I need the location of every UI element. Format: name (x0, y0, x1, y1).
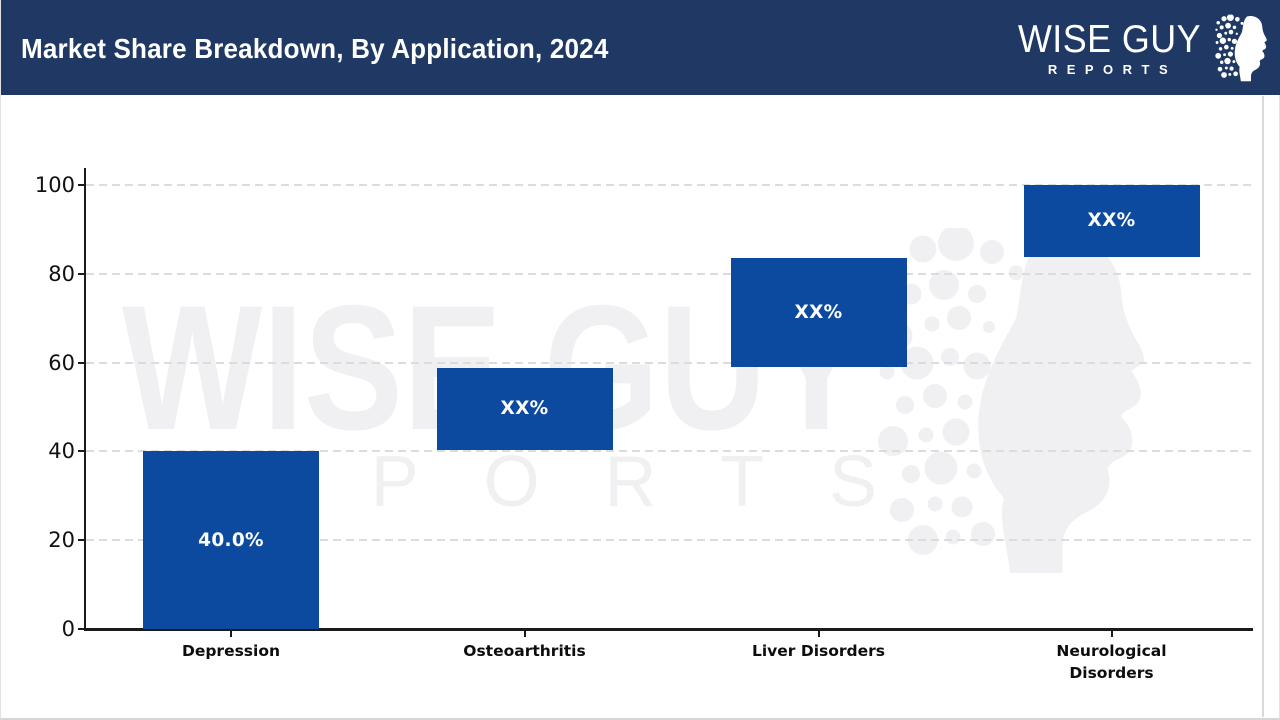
y-tick-60 (78, 361, 85, 364)
x-category-label-liver-disorders: Liver Disorders (751, 642, 886, 660)
gridline-40 (86, 450, 1253, 453)
gridline-60 (86, 361, 1253, 364)
x-tick-osteoarthritis (523, 629, 526, 637)
bar-neurological-disorders: XX% (1023, 185, 1200, 257)
logo-subtitle: REPORTS (1047, 61, 1178, 77)
y-tick-label-0: 0 (61, 617, 75, 641)
y-tick-0 (78, 628, 85, 630)
x-tick-liver-disorders (817, 629, 820, 637)
bar-value-label-osteoarthritis: XX% (500, 398, 549, 420)
y-axis-line (84, 168, 86, 631)
plot-right-border (1262, 96, 1264, 717)
logo-face-icon (1213, 9, 1271, 87)
gridline-100 (86, 184, 1253, 186)
y-tick-label-20: 20 (48, 528, 75, 553)
x-category-label-neurological-disorders: Neurological Disorders (1056, 642, 1167, 682)
wise-guy-reports-logo: WISE GUY REPORTS (1010, 7, 1271, 89)
bar-osteoarthritis: XX% (436, 368, 613, 450)
y-tick-40 (78, 450, 85, 453)
x-tick-neurological-disorders (1110, 629, 1113, 637)
y-tick-label-40: 40 (48, 439, 75, 464)
y-tick-label-100: 100 (34, 173, 75, 197)
x-category-label-depression: Depression (181, 642, 281, 660)
x-tick-depression (230, 629, 232, 637)
logo-text: WISE GUY REPORTS (1010, 17, 1209, 77)
y-tick-100 (78, 184, 85, 186)
y-tick-80 (78, 272, 85, 275)
logo-wordmark: WISE GUY (1017, 17, 1202, 61)
bar-value-label-neurological-disorders: XX% (1087, 210, 1136, 232)
header-bar: Market Share Breakdown, By Application, … (1, 0, 1280, 95)
page-title: Market Share Breakdown, By Application, … (21, 33, 609, 64)
gridline-80 (86, 272, 1253, 275)
y-tick-label-60: 60 (48, 350, 75, 375)
bar-liver-disorders: XX% (730, 258, 907, 368)
bar-value-label-liver-disorders: XX% (794, 302, 843, 324)
bar-depression: 40.0% (143, 451, 319, 629)
gridline-20 (86, 539, 1253, 542)
x-category-label-osteoarthritis: Osteoarthritis (463, 642, 586, 660)
y-tick-label-80: 80 (48, 261, 75, 286)
x-axis-line (84, 628, 1253, 631)
y-tick-20 (78, 539, 85, 542)
bar-value-label-depression: 40.0% (198, 529, 264, 551)
